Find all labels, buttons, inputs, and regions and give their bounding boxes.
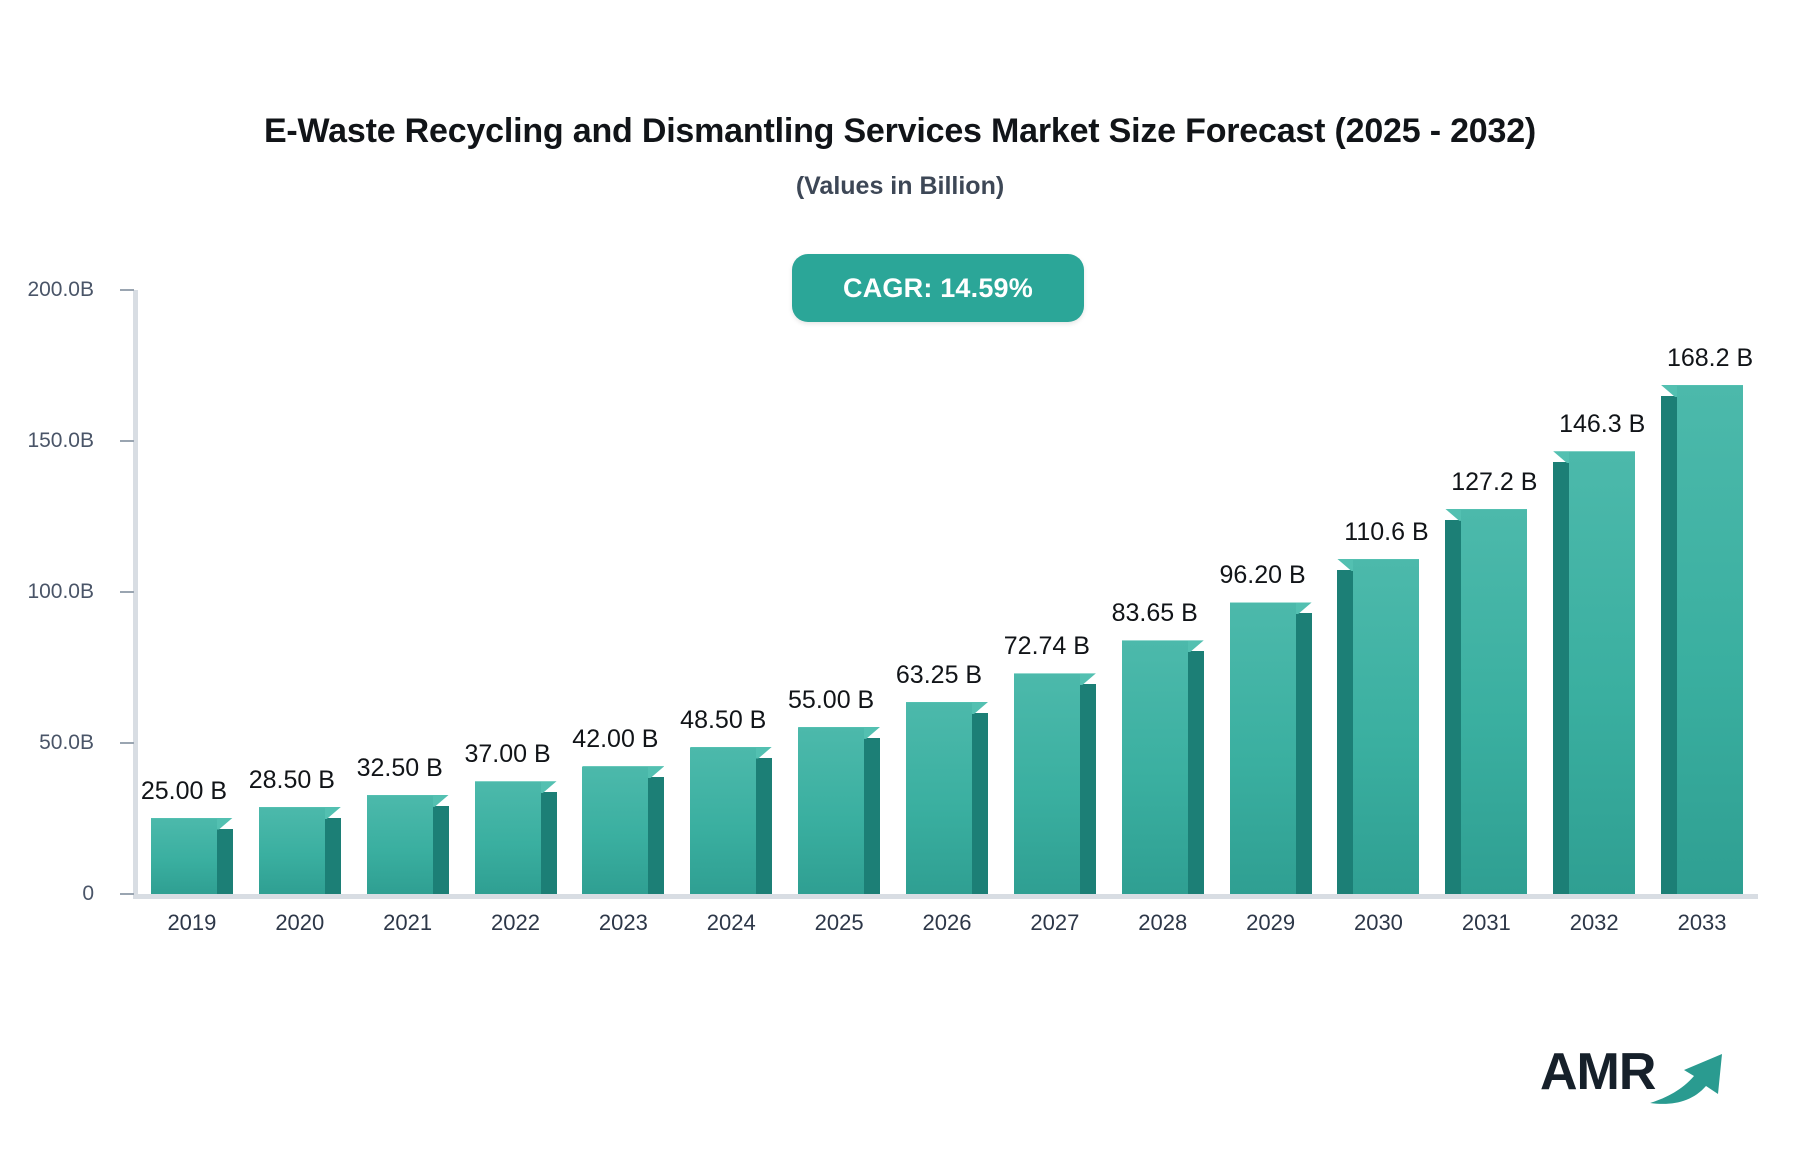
bar-side-face <box>756 757 773 894</box>
bar-value-label: 83.65 B <box>1111 599 1198 628</box>
bar-front-face <box>1229 603 1296 894</box>
amr-logo: AMR <box>1540 1040 1730 1112</box>
bar-side-face <box>1079 684 1096 894</box>
growth-arrow-icon <box>1650 1054 1722 1104</box>
bar-2031: 127.2 B <box>1445 468 1537 894</box>
bar-side-face <box>648 777 665 894</box>
bar-front-face <box>1121 641 1188 894</box>
y-axis-line <box>133 290 138 896</box>
x-axis-label-2033: 2033 <box>1677 910 1727 935</box>
bar-value-label: 110.6 B <box>1344 518 1429 546</box>
bar-value-label: 37.00 B <box>464 740 551 769</box>
x-axis-label-2021: 2021 <box>383 910 433 935</box>
bar-value-label: 42.00 B <box>572 725 659 754</box>
bar-front-face <box>1353 560 1420 894</box>
x-axis-label-2028: 2028 <box>1138 910 1188 935</box>
bar-2028: 83.65 B <box>1112 599 1204 894</box>
bar-front-face <box>150 818 217 894</box>
amr-logo-text: AMR <box>1540 1043 1656 1101</box>
bar-value-label: 55.00 B <box>788 685 875 714</box>
y-axis-tick <box>120 591 134 593</box>
bar-front-face <box>1461 509 1528 894</box>
bar-front-face <box>1569 452 1636 894</box>
y-axis-label: 150.0B <box>27 429 94 452</box>
bar-front-face <box>474 782 541 894</box>
bar-side-face <box>324 817 341 894</box>
bar-2033: 168.2 B <box>1661 344 1753 894</box>
bar-value-label: 146.3 B <box>1559 410 1646 439</box>
x-axis-label-2024: 2024 <box>706 910 756 935</box>
bar-front-face <box>690 747 757 894</box>
bar-value-label: 168.2 B <box>1666 344 1754 373</box>
bar-side-face <box>1187 651 1204 894</box>
bar-front-face <box>798 727 865 894</box>
bar-2022: 37.00 B <box>464 740 557 894</box>
bar-2032: 146.3 B <box>1553 410 1645 894</box>
chart-subtitle: (Values in Billion) <box>795 172 1005 200</box>
bar-2019: 25.00 B <box>141 777 233 894</box>
page-title: E-Waste Recycling and Dismantling Servic… <box>263 112 1537 150</box>
x-axis-label-2032: 2032 <box>1569 910 1619 935</box>
cagr-badge-label: CAGR: 14.59% <box>843 272 1033 303</box>
bar-front-face <box>582 767 649 894</box>
y-axis-label: 50.0B <box>39 731 94 754</box>
bar-side-face <box>540 792 557 894</box>
x-axis-label-2029: 2029 <box>1246 910 1296 935</box>
bar-2020: 28.50 B <box>249 766 341 894</box>
bar-2023: 42.00 B <box>572 725 665 894</box>
bar-2030: 110.6 B <box>1337 518 1429 894</box>
x-axis-label-2031: 2031 <box>1461 910 1511 935</box>
bar-2029: 96.20 B <box>1220 561 1312 894</box>
bar-value-label: 127.2 B <box>1451 467 1538 496</box>
x-axis-label-2023: 2023 <box>598 910 648 935</box>
y-axis-tick <box>120 289 134 291</box>
bar-front-face <box>258 807 325 894</box>
bar-side-face <box>1553 462 1570 894</box>
y-axis-label: 100.0B <box>27 580 94 603</box>
bar-side-face <box>1337 570 1354 894</box>
y-axis-tick <box>120 893 134 895</box>
x-axis-label-2026: 2026 <box>922 910 972 935</box>
bar-side-face <box>1295 613 1312 894</box>
bar-front-face <box>1013 674 1080 894</box>
x-axis-label-2019: 2019 <box>167 910 217 935</box>
bar-value-label: 28.50 B <box>248 765 335 794</box>
bar-value-label: 48.50 B <box>680 705 767 734</box>
bar-front-face <box>366 795 433 894</box>
y-axis-label: 0 <box>82 882 94 905</box>
bar-side-face <box>1661 396 1678 894</box>
bar-side-face <box>864 737 881 894</box>
bar-value-label: 63.25 B <box>895 661 983 689</box>
cagr-badge: CAGR: 14.59% <box>792 254 1084 322</box>
bar-2025: 55.00 B <box>788 686 881 894</box>
bar-2026: 63.25 B <box>896 661 988 894</box>
bar-value-label: 96.20 B <box>1219 561 1306 590</box>
bar-front-face <box>906 703 972 894</box>
bar-2024: 48.50 B <box>680 706 773 894</box>
bar-2021: 32.50 B <box>357 754 449 894</box>
bar-side-face <box>972 713 988 894</box>
y-axis-tick <box>120 742 134 744</box>
bar-value-label: 32.50 B <box>356 753 443 782</box>
bar-side-face <box>432 805 449 894</box>
bar-side-face <box>216 828 233 894</box>
bar-2027: 72.74 B <box>1004 632 1096 894</box>
y-axis-label: 200.0B <box>27 278 94 301</box>
bar-value-label: 25.00 B <box>140 776 228 805</box>
bar-front-face <box>1677 386 1744 894</box>
x-axis-label-2025: 2025 <box>814 910 864 935</box>
x-axis-label-2022: 2022 <box>491 910 541 935</box>
y-axis-tick <box>120 440 134 442</box>
x-axis-label-2020: 2020 <box>275 910 325 935</box>
x-axis-label-2027: 2027 <box>1030 910 1080 935</box>
bar-value-label: 72.74 B <box>1003 632 1090 661</box>
bar-side-face <box>1445 519 1462 894</box>
x-axis-label-2030: 2030 <box>1353 910 1403 935</box>
x-axis-line <box>133 894 1758 899</box>
